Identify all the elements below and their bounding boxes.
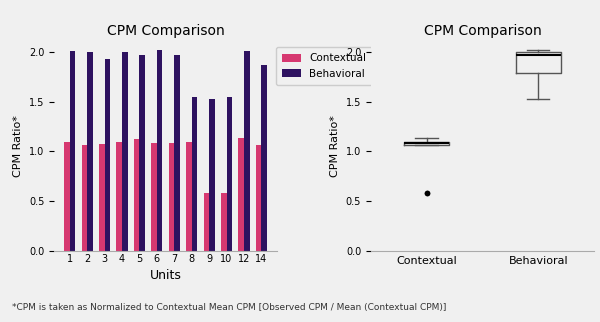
Title: CPM Comparison: CPM Comparison — [107, 24, 224, 38]
Bar — [70, 51, 75, 251]
Bar — [122, 52, 128, 251]
Bar — [209, 99, 215, 251]
Bar — [116, 142, 122, 251]
Bar — [64, 142, 70, 251]
Bar — [256, 145, 262, 251]
Bar — [151, 143, 157, 251]
Bar — [262, 65, 267, 251]
Bar — [227, 97, 232, 251]
Text: *CPM is taken as Normalized to Contextual Mean CPM [Observed CPM / Mean (Context: *CPM is taken as Normalized to Contextua… — [12, 303, 446, 312]
Bar — [157, 50, 163, 251]
Bar — [174, 55, 180, 251]
Y-axis label: CPM Ratio*: CPM Ratio* — [330, 116, 340, 177]
Bar — [244, 51, 250, 251]
Bar — [221, 193, 227, 251]
Bar — [169, 143, 174, 251]
Y-axis label: CPM Ratio*: CPM Ratio* — [13, 116, 23, 177]
Bar — [134, 138, 139, 251]
Bar — [186, 142, 192, 251]
Bar — [238, 137, 244, 251]
Title: CPM Comparison: CPM Comparison — [424, 24, 541, 38]
X-axis label: Units: Units — [149, 270, 182, 282]
Bar — [87, 52, 93, 251]
Bar — [139, 55, 145, 251]
Legend: Contextual, Behavioral: Contextual, Behavioral — [276, 47, 373, 85]
Bar — [192, 97, 197, 251]
Bar — [203, 193, 209, 251]
Bar — [82, 145, 87, 251]
Bar — [99, 144, 104, 251]
Bar — [104, 59, 110, 251]
